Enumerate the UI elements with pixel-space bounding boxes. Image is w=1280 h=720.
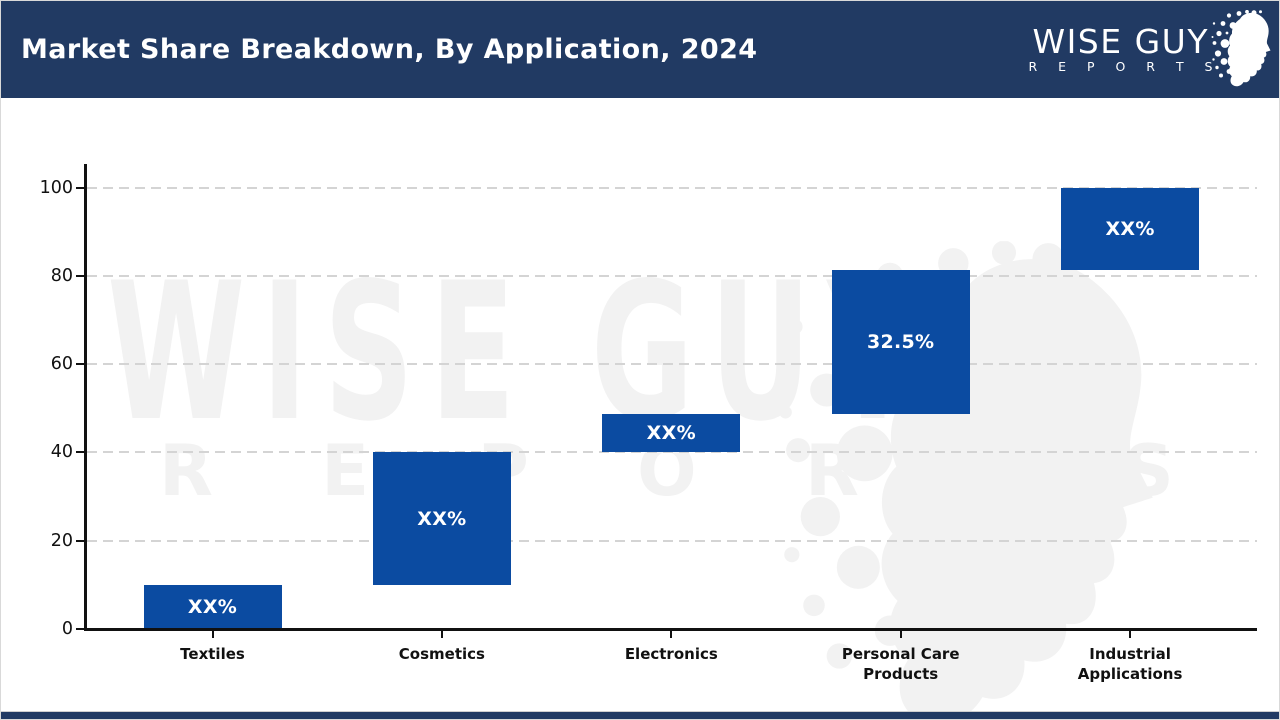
y-tick (76, 363, 84, 366)
y-tick-label: 20 (50, 530, 73, 551)
y-tick (76, 628, 84, 630)
x-tick (440, 631, 443, 638)
bar-label: 32.5% (866, 331, 935, 354)
wiseguy-logo: WISE GUY R E P O R T S (1020, 10, 1271, 90)
x-tick (1129, 631, 1132, 638)
y-tick (76, 186, 84, 189)
gridline (87, 274, 1257, 277)
bar-label: XX% (187, 595, 238, 618)
y-tick-label: 100 (39, 177, 73, 198)
gridline (87, 539, 1257, 542)
x-axis-line (84, 628, 1257, 631)
chart-area: WISE GUY R E P O R T S 0 20 40 60 80 100 XX% Te… (1, 98, 1279, 712)
bar-label: XX% (646, 422, 696, 445)
y-tick (76, 274, 84, 277)
y-tick-label: 40 (50, 442, 73, 463)
bar: XX% (372, 452, 511, 585)
bar-label: XX% (1105, 217, 1155, 240)
logo-wordmark-sub: R E P O R T S (1028, 59, 1221, 75)
y-tick-label: 60 (50, 354, 73, 375)
bar: XX% (143, 584, 282, 629)
x-tick (899, 631, 902, 638)
y-tick (76, 539, 84, 542)
bar: XX% (602, 413, 741, 453)
category-label: Personal Care Products (841, 645, 960, 684)
wiseguy-head-icon (1211, 10, 1271, 90)
gridline (87, 363, 1257, 366)
x-tick (670, 631, 673, 638)
category-label: Cosmetics (398, 645, 485, 663)
y-axis-line (84, 164, 87, 631)
y-tick-label: 80 (50, 265, 73, 286)
category-label: Textiles (180, 645, 245, 663)
category-label: Industrial Applications (1077, 645, 1183, 684)
logo-wordmark: WISE GUY R E P O R T S (1020, 25, 1221, 74)
gridline (87, 451, 1257, 454)
logo-wordmark-main: WISE GUY (1032, 22, 1209, 62)
bar-label: XX% (417, 507, 467, 530)
bar: XX% (1061, 187, 1200, 271)
footer-bar (1, 711, 1279, 719)
chart-title: Market Share Breakdown, By Application, … (21, 34, 758, 65)
y-tick (76, 451, 84, 454)
x-tick (211, 631, 214, 638)
y-tick-label: 0 (61, 619, 73, 639)
gridline (87, 186, 1257, 189)
category-label: Electronics (624, 645, 718, 663)
header: Market Share Breakdown, By Application, … (1, 1, 1279, 98)
bar: 32.5% (831, 270, 970, 414)
